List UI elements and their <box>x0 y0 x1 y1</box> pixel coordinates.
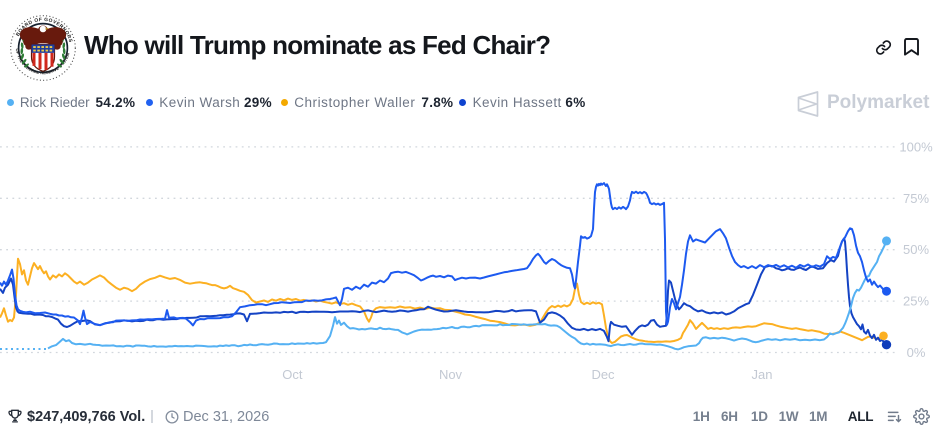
svg-text:0%: 0% <box>907 345 926 360</box>
svg-text:50%: 50% <box>903 242 929 257</box>
svg-text:25%: 25% <box>903 294 929 309</box>
svg-text:Nov: Nov <box>439 367 463 382</box>
svg-text:Jan: Jan <box>752 367 773 382</box>
svg-text:Dec: Dec <box>591 367 615 382</box>
svg-text:75%: 75% <box>903 191 929 206</box>
svg-text:100%: 100% <box>899 139 933 154</box>
svg-text:Oct: Oct <box>282 367 303 382</box>
